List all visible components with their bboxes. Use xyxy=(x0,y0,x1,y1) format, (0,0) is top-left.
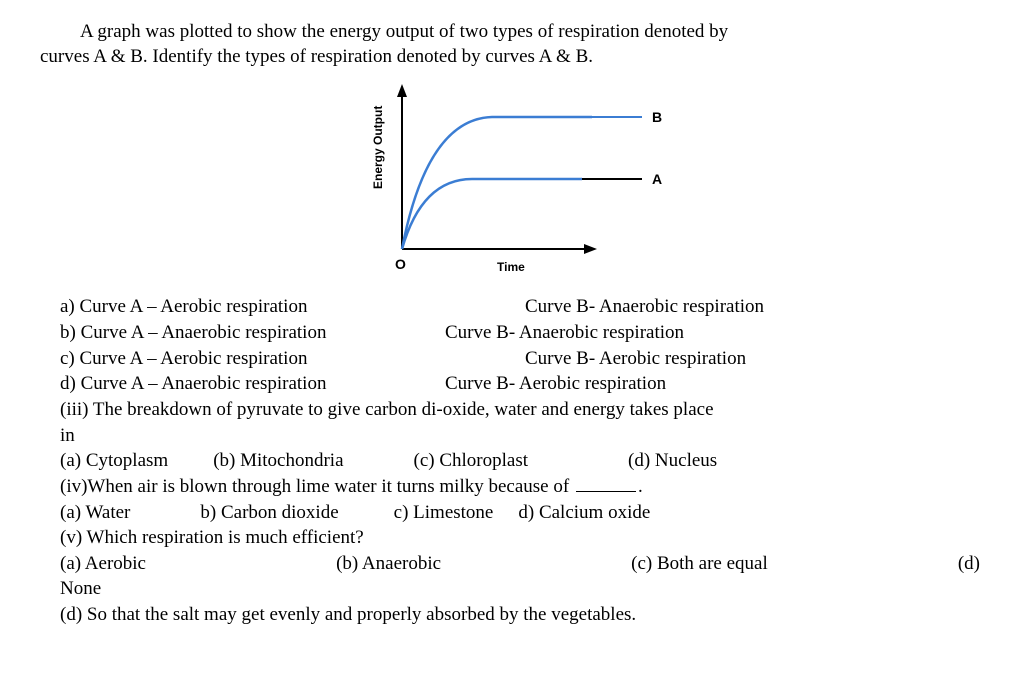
option-c-right: Curve B- Aerobic respiration xyxy=(525,346,984,372)
q4-text-post: . xyxy=(638,476,643,497)
curve-options: a) Curve A – Aerobic respiration Curve B… xyxy=(60,294,984,397)
option-c-left: c) Curve A – Aerobic respiration xyxy=(60,346,445,372)
q5-option-d: (d) xyxy=(958,551,980,577)
question-iv-options: (a) Water b) Carbon dioxide c) Limestone… xyxy=(60,500,984,526)
q5-none: None xyxy=(60,576,984,602)
option-d-left: d) Curve A – Anaerobic respiration xyxy=(60,371,445,397)
option-b-right: Curve B- Anaerobic respiration xyxy=(445,320,984,346)
x-axis-label: Time xyxy=(497,260,525,274)
curve-b-label: B xyxy=(652,109,662,125)
question-iii-options: (a) Cytoplasm (b) Mitochondria (c) Chlor… xyxy=(60,448,984,474)
q4-option-c: c) Limestone xyxy=(394,500,494,526)
question-iii-in: in xyxy=(60,423,984,449)
option-a-right: Curve B- Anaerobic respiration xyxy=(525,294,984,320)
q5-option-c: (c) Both are equal xyxy=(631,551,768,577)
graph-container: B A Energy Output Time O xyxy=(40,79,984,279)
q4-text-pre: (iv)When air is blown through lime water… xyxy=(60,476,574,497)
option-d-right: Curve B- Aerobic respiration xyxy=(445,371,984,397)
blank-line xyxy=(576,491,636,492)
curve-a-label: A xyxy=(652,171,662,187)
q4-option-a: (a) Water xyxy=(60,500,130,526)
intro-line1: A graph was plotted to show the energy o… xyxy=(80,21,728,42)
question-v: (v) Which respiration is much efficient? xyxy=(60,525,984,551)
q5-option-a: (a) Aerobic xyxy=(60,551,146,577)
q3-option-a: (a) Cytoplasm xyxy=(60,448,168,474)
y-axis-label: Energy Output xyxy=(371,106,385,189)
origin-label: O xyxy=(395,256,406,272)
energy-graph: B A Energy Output Time O xyxy=(332,79,692,279)
question-iv: (iv)When air is blown through lime water… xyxy=(60,474,984,500)
q3-option-d: (d) Nucleus xyxy=(628,448,717,474)
q3-option-c: (c) Chloroplast xyxy=(414,448,529,474)
question-v-options: (a) Aerobic (b) Anaerobic (c) Both are e… xyxy=(60,551,980,577)
question-iii: (iii) The breakdown of pyruvate to give … xyxy=(60,397,984,423)
q3-option-b: (b) Mitochondria xyxy=(213,448,343,474)
q4-option-d: d) Calcium oxide xyxy=(518,500,650,526)
option-b-left: b) Curve A – Anaerobic respiration xyxy=(60,320,445,346)
intro-line2: curves A & B. Identify the types of resp… xyxy=(40,46,593,67)
option-a-left: a) Curve A – Aerobic respiration xyxy=(60,294,445,320)
q4-option-b: b) Carbon dioxide xyxy=(200,500,338,526)
question-intro: A graph was plotted to show the energy o… xyxy=(80,20,984,69)
q5-option-b: (b) Anaerobic xyxy=(336,551,441,577)
extra-option-d: (d) So that the salt may get evenly and … xyxy=(60,602,984,628)
